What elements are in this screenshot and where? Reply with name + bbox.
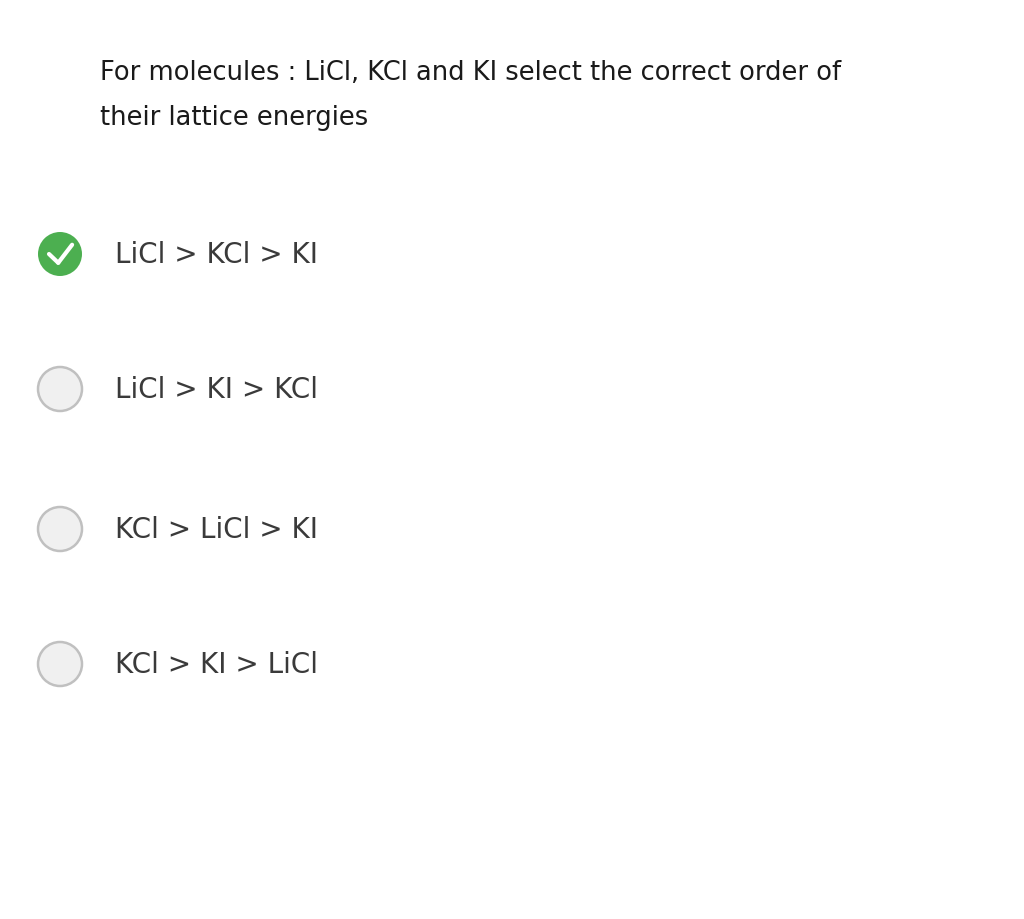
Text: For molecules : LiCl, KCl and KI select the correct order of: For molecules : LiCl, KCl and KI select … [100,60,841,85]
Text: KCl > LiCl > KI: KCl > LiCl > KI [115,516,318,543]
Circle shape [38,233,82,277]
Circle shape [38,642,82,686]
Text: their lattice energies: their lattice energies [100,105,369,130]
Circle shape [38,368,82,412]
Circle shape [38,507,82,551]
Text: KCl > KI > LiCl: KCl > KI > LiCl [115,651,318,678]
Text: LiCl > KI > KCl: LiCl > KI > KCl [115,376,318,403]
Text: LiCl > KCl > KI: LiCl > KCl > KI [115,241,318,268]
